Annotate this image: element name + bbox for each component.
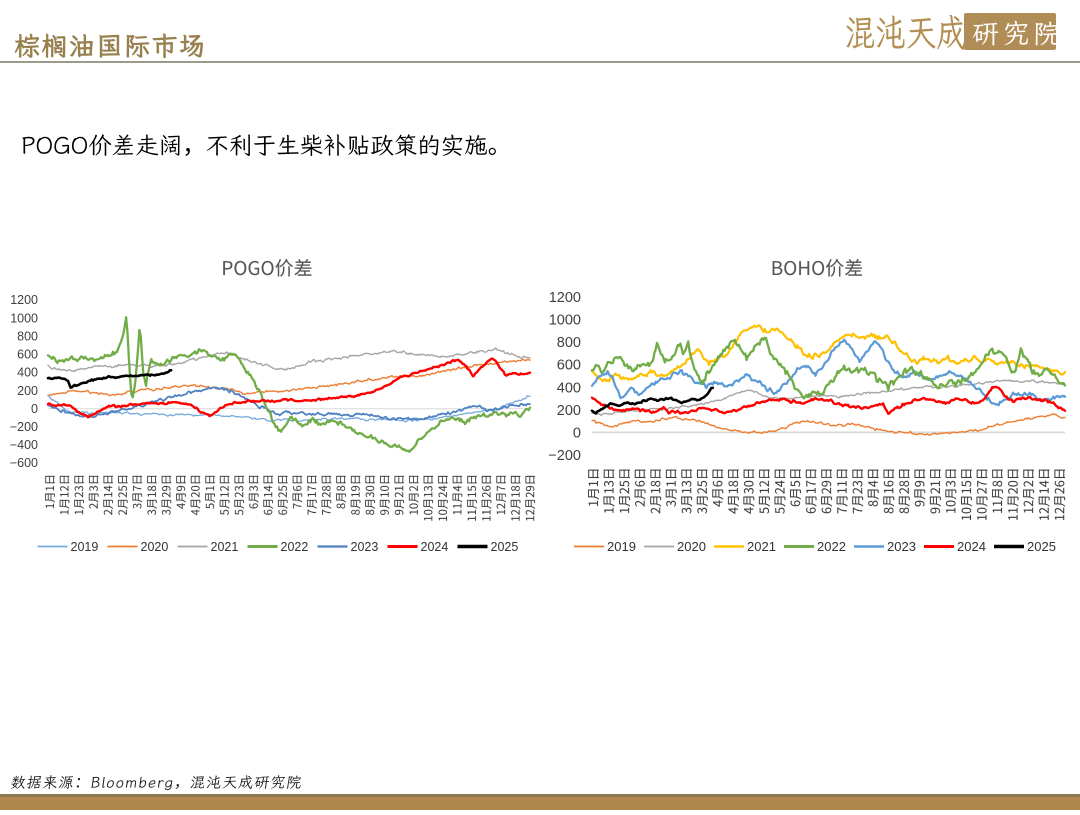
- svg-text:800: 800: [557, 335, 581, 351]
- svg-text:−400: −400: [10, 438, 38, 452]
- svg-text:1200: 1200: [549, 290, 581, 306]
- svg-text:−200: −200: [10, 420, 38, 434]
- svg-text:−200: −200: [548, 448, 581, 464]
- svg-text:400: 400: [557, 380, 581, 396]
- svg-text:200: 200: [557, 403, 581, 419]
- svg-text:2022: 2022: [281, 540, 309, 554]
- svg-text:2021: 2021: [211, 540, 239, 554]
- svg-text:2024: 2024: [957, 539, 986, 554]
- svg-text:2020: 2020: [141, 540, 169, 554]
- svg-text:400: 400: [17, 366, 38, 380]
- svg-text:2025: 2025: [1027, 539, 1056, 554]
- svg-text:2020: 2020: [677, 539, 706, 554]
- svg-text:0: 0: [31, 402, 38, 416]
- svg-text:0: 0: [573, 425, 581, 441]
- svg-text:1200: 1200: [10, 293, 38, 307]
- svg-text:2025: 2025: [491, 540, 519, 554]
- svg-text:2021: 2021: [747, 539, 776, 554]
- svg-text:2022: 2022: [817, 539, 846, 554]
- svg-text:2019: 2019: [607, 539, 636, 554]
- svg-text:2023: 2023: [351, 540, 379, 554]
- svg-text:2023: 2023: [887, 539, 916, 554]
- svg-text:2019: 2019: [71, 540, 99, 554]
- svg-text:2024: 2024: [421, 540, 449, 554]
- svg-text:600: 600: [557, 358, 581, 374]
- svg-text:600: 600: [17, 348, 38, 362]
- svg-text:200: 200: [17, 384, 38, 398]
- svg-text:−600: −600: [10, 456, 38, 470]
- svg-text:1000: 1000: [549, 313, 581, 329]
- svg-text:800: 800: [17, 329, 38, 343]
- svg-text:1000: 1000: [10, 311, 38, 325]
